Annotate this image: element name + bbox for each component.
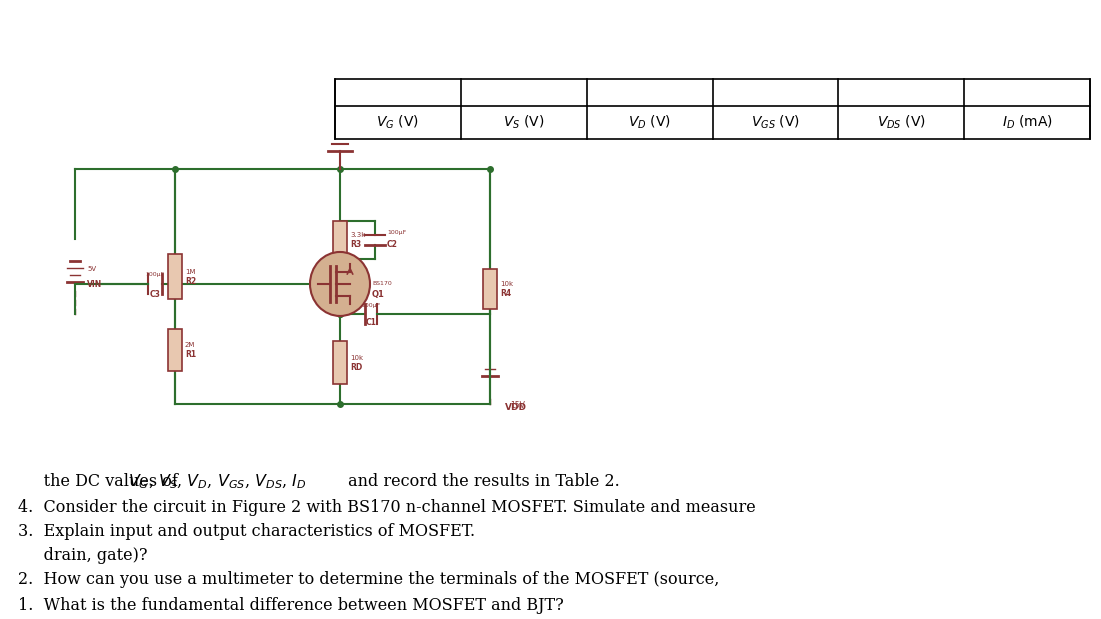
Text: 15V: 15V bbox=[510, 401, 525, 410]
Ellipse shape bbox=[310, 252, 370, 316]
Text: C2: C2 bbox=[386, 240, 397, 249]
Text: $V_G$, $V_S$, $V_D$, $V_{GS}$, $V_{DS}$, $I_D$: $V_G$, $V_S$, $V_D$, $V_{GS}$, $V_{DS}$,… bbox=[128, 473, 306, 491]
Text: 3.3k: 3.3k bbox=[350, 232, 366, 238]
Text: 2.  How can you use a multimeter to determine the terminals of the MOSFET (sourc: 2. How can you use a multimeter to deter… bbox=[18, 571, 719, 588]
Text: 1.  What is the fundamental difference between MOSFET and BJT?: 1. What is the fundamental difference be… bbox=[18, 597, 564, 614]
Text: 5V: 5V bbox=[87, 266, 96, 272]
Text: and record the results in Table 2.: and record the results in Table 2. bbox=[344, 473, 620, 490]
Text: $V_{DS}$ (V): $V_{DS}$ (V) bbox=[876, 114, 926, 131]
Text: 4.  Consider the circuit in Figure 2 with BS170 n-channel MOSFET. Simulate and m: 4. Consider the circuit in Figure 2 with… bbox=[18, 499, 755, 516]
Text: BS170: BS170 bbox=[372, 281, 392, 286]
Bar bbox=[335, 79, 1090, 139]
Text: 10k: 10k bbox=[350, 355, 363, 361]
Text: R4: R4 bbox=[500, 290, 511, 298]
Text: R3: R3 bbox=[350, 240, 361, 249]
Text: $I_D$ (mA): $I_D$ (mA) bbox=[1002, 114, 1053, 131]
Text: 100µF: 100µF bbox=[386, 230, 406, 235]
Text: 10k: 10k bbox=[500, 281, 513, 287]
Text: $V_D$ (V): $V_D$ (V) bbox=[629, 114, 671, 131]
Bar bbox=[483, 269, 497, 309]
Text: $V_{GS}$ (V): $V_{GS}$ (V) bbox=[751, 114, 800, 131]
Bar bbox=[168, 254, 182, 299]
Bar bbox=[168, 329, 182, 371]
Bar bbox=[333, 221, 347, 259]
Text: R2: R2 bbox=[185, 277, 196, 287]
Text: 3.  Explain input and output characteristics of MOSFET.: 3. Explain input and output characterist… bbox=[18, 523, 476, 540]
Text: 100µF: 100µF bbox=[361, 303, 381, 308]
Text: 2M: 2M bbox=[185, 342, 195, 348]
Text: VIN: VIN bbox=[87, 280, 102, 290]
Text: C1: C1 bbox=[366, 318, 377, 327]
Bar bbox=[333, 341, 347, 384]
Text: R1: R1 bbox=[185, 350, 196, 360]
Text: $V_G$ (V): $V_G$ (V) bbox=[377, 114, 419, 131]
Text: the DC values of: the DC values of bbox=[18, 473, 183, 490]
Text: VDD: VDD bbox=[505, 403, 527, 412]
Text: drain, gate)?: drain, gate)? bbox=[18, 547, 148, 564]
Text: 1M: 1M bbox=[185, 269, 196, 275]
Text: $V_S$ (V): $V_S$ (V) bbox=[503, 114, 545, 131]
Text: Q1: Q1 bbox=[372, 290, 385, 299]
Text: C3: C3 bbox=[150, 290, 161, 299]
Text: 100µF: 100µF bbox=[145, 272, 165, 277]
Text: RD: RD bbox=[350, 363, 362, 373]
